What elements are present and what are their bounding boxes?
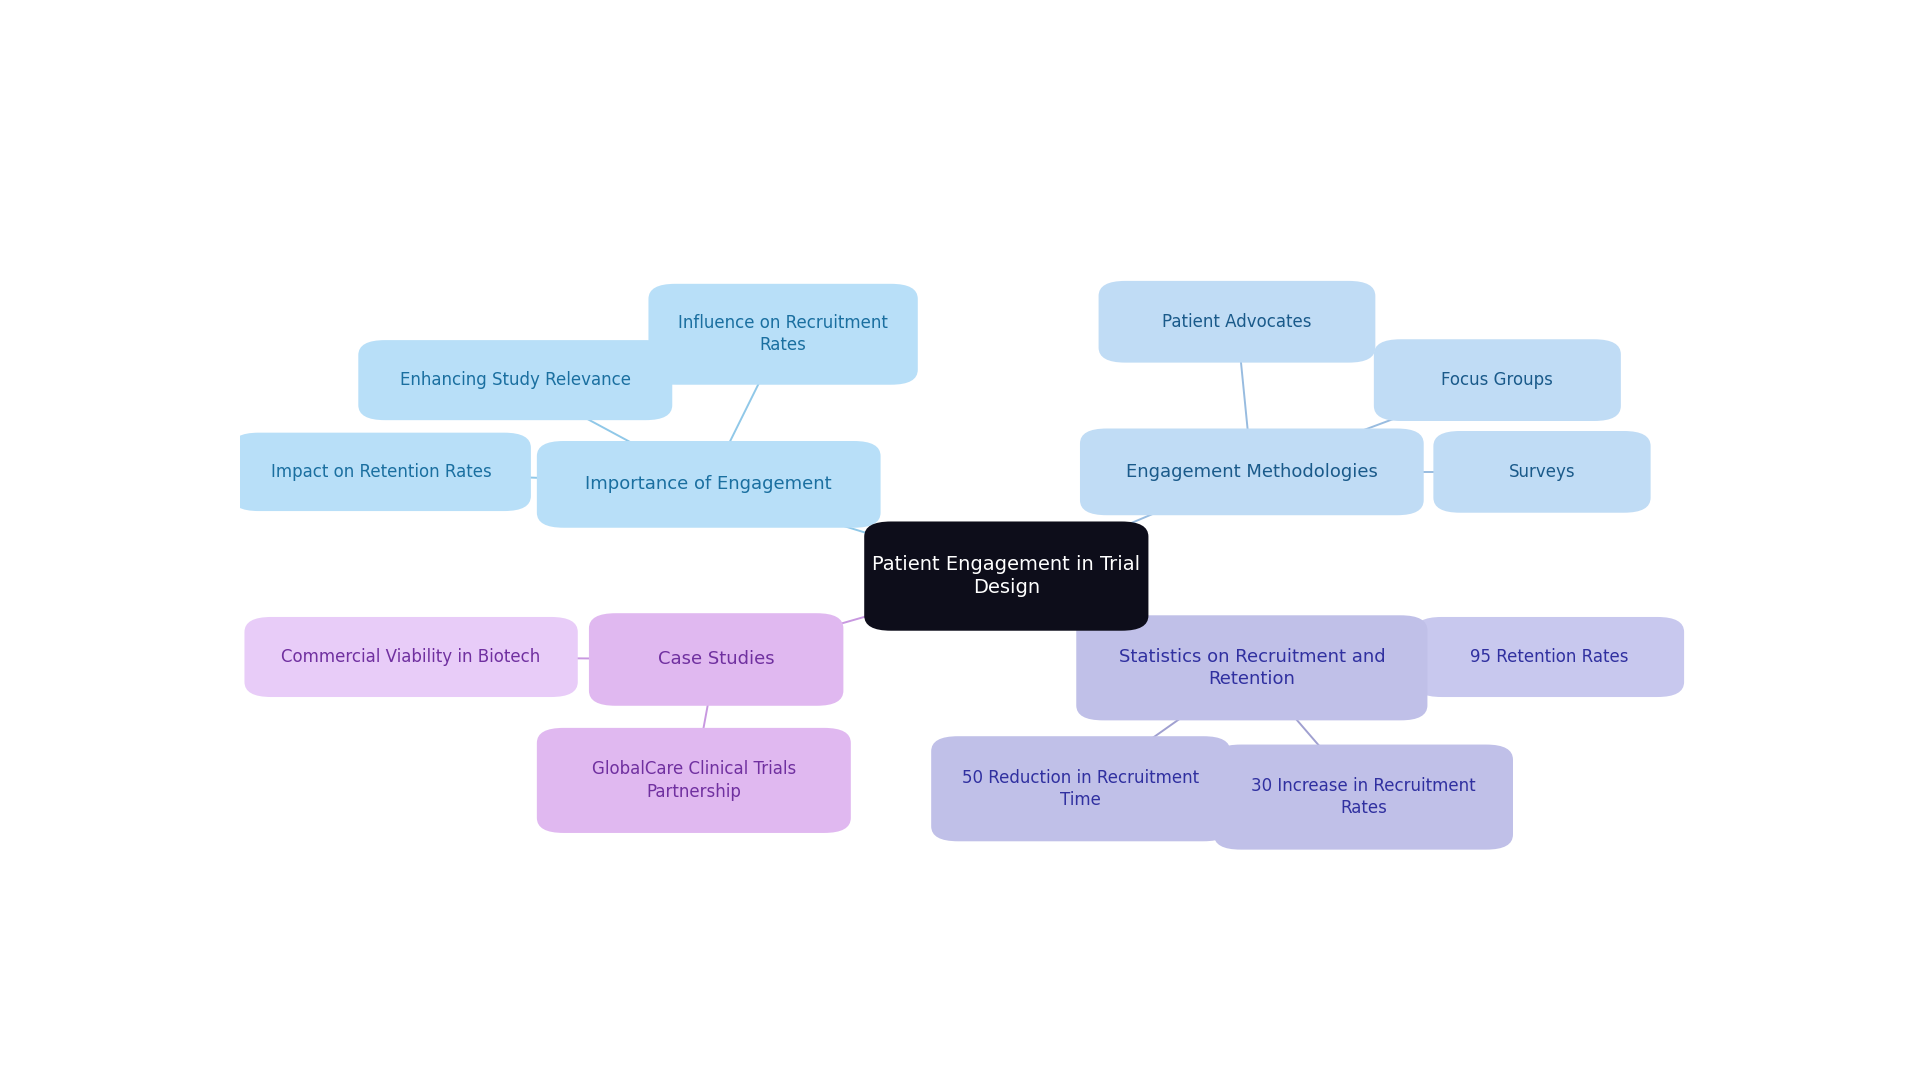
Text: Statistics on Recruitment and
Retention: Statistics on Recruitment and Retention — [1119, 648, 1384, 688]
FancyBboxPatch shape — [864, 522, 1148, 630]
FancyBboxPatch shape — [649, 284, 918, 384]
FancyBboxPatch shape — [1375, 339, 1620, 421]
FancyBboxPatch shape — [1077, 615, 1427, 720]
Text: Engagement Methodologies: Engagement Methodologies — [1125, 462, 1379, 481]
Text: Influence on Recruitment
Rates: Influence on Recruitment Rates — [678, 314, 889, 354]
Text: Commercial Viability in Biotech: Commercial Viability in Biotech — [282, 648, 541, 666]
Text: GlobalCare Clinical Trials
Partnership: GlobalCare Clinical Trials Partnership — [591, 760, 797, 800]
Text: 30 Increase in Recruitment
Rates: 30 Increase in Recruitment Rates — [1252, 777, 1476, 818]
Text: Enhancing Study Relevance: Enhancing Study Relevance — [399, 371, 632, 389]
FancyBboxPatch shape — [538, 728, 851, 833]
FancyBboxPatch shape — [589, 613, 843, 706]
FancyBboxPatch shape — [359, 340, 672, 420]
FancyBboxPatch shape — [244, 617, 578, 697]
Text: 95 Retention Rates: 95 Retention Rates — [1471, 648, 1628, 666]
Text: Importance of Engagement: Importance of Engagement — [586, 475, 831, 494]
FancyBboxPatch shape — [1098, 280, 1375, 363]
FancyBboxPatch shape — [232, 433, 532, 511]
Text: Surveys: Surveys — [1509, 462, 1574, 481]
Text: 50 Reduction in Recruitment
Time: 50 Reduction in Recruitment Time — [962, 769, 1200, 809]
FancyBboxPatch shape — [1079, 429, 1425, 516]
FancyBboxPatch shape — [1415, 617, 1684, 697]
Text: Patient Engagement in Trial
Design: Patient Engagement in Trial Design — [872, 554, 1140, 598]
FancyBboxPatch shape — [1434, 431, 1651, 512]
Text: Focus Groups: Focus Groups — [1442, 371, 1553, 389]
FancyBboxPatch shape — [1213, 744, 1513, 850]
Text: Impact on Retention Rates: Impact on Retention Rates — [271, 462, 492, 481]
FancyBboxPatch shape — [931, 736, 1231, 841]
Text: Patient Advocates: Patient Advocates — [1162, 313, 1311, 330]
Text: Case Studies: Case Studies — [659, 651, 774, 668]
FancyBboxPatch shape — [538, 441, 881, 527]
